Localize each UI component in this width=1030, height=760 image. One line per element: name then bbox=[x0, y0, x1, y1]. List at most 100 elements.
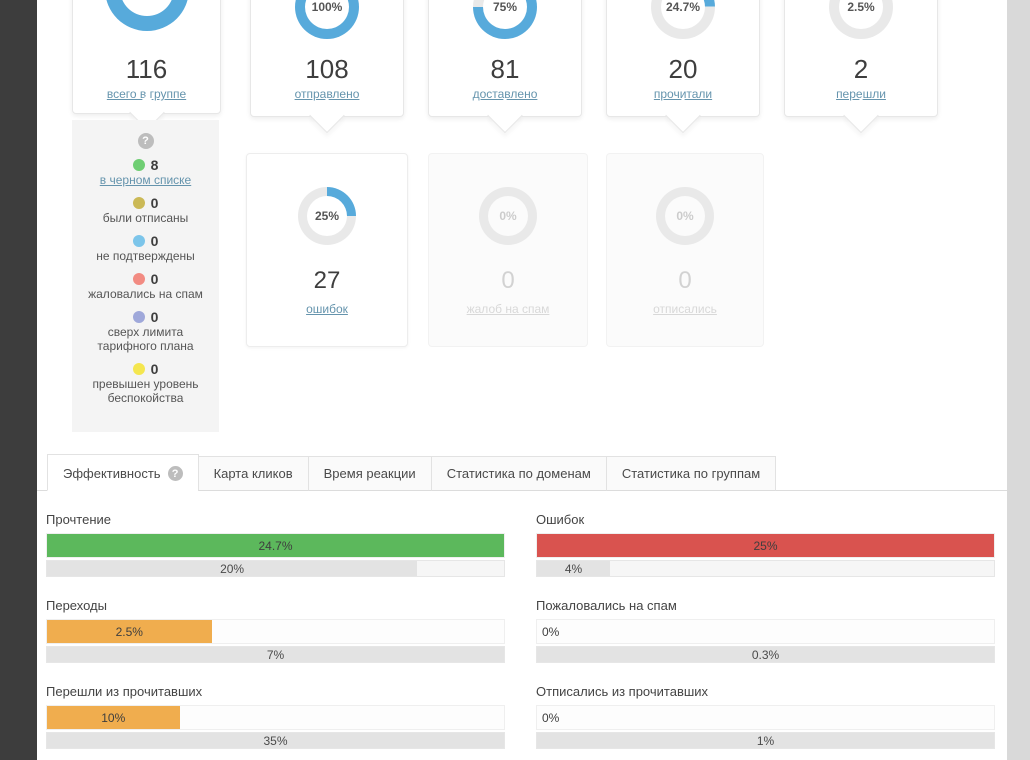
metric-unsubscribe-to-read-rate: Отписались из прочитавших 0% 1% bbox=[536, 684, 995, 749]
legend-value: 0 bbox=[150, 271, 159, 287]
bar-average-label: 4% bbox=[564, 561, 583, 576]
delivered-link[interactable]: доставлено bbox=[472, 87, 538, 101]
legend-dot bbox=[132, 363, 145, 375]
metric-average-bar: 1% bbox=[536, 732, 995, 749]
left-nav-sidebar bbox=[0, 0, 37, 760]
tab-reaction-time[interactable]: Время реакции bbox=[307, 456, 432, 491]
bar-average-label: 1% bbox=[756, 733, 775, 748]
main-content: 116 всего в группе 100% 108 отправлено 7… bbox=[37, 0, 1007, 760]
metric-value-bar: 10% bbox=[46, 705, 505, 730]
clicked-link[interactable]: перешли bbox=[836, 87, 886, 101]
donut-clicked: 2.5% bbox=[829, 0, 893, 39]
metric-error-rate: Ошибок 25% 4% bbox=[536, 512, 995, 577]
read-value: 20 bbox=[668, 54, 698, 84]
tab-label: Карта кликов bbox=[213, 466, 293, 481]
spam-link[interactable]: жалоб на спам bbox=[466, 302, 550, 316]
donut-total bbox=[104, 0, 189, 31]
tab-effectiveness[interactable]: Эффективность ? bbox=[47, 454, 199, 491]
metric-value-bar: 25% bbox=[536, 533, 995, 558]
metric-title: Переходы bbox=[46, 598, 107, 613]
bar-value-label: 25% bbox=[753, 538, 778, 553]
sent-link[interactable]: отправлено bbox=[294, 87, 360, 101]
summary-card-delivered: 75% 81 доставлено bbox=[428, 0, 582, 117]
legend-item-anxiety-level: 0 превышен уровень беспокойства bbox=[72, 361, 219, 405]
legend-dot bbox=[132, 311, 145, 323]
tab-group-stats[interactable]: Статистика по группам bbox=[605, 456, 777, 491]
donut-percent: 0% bbox=[499, 209, 517, 223]
summary-card-sent: 100% 108 отправлено bbox=[250, 0, 404, 117]
spam-value: 0 bbox=[501, 267, 515, 294]
donut-delivered: 75% bbox=[473, 0, 537, 39]
donut-percent: 24.7% bbox=[665, 0, 701, 14]
legend-item-spam-complaints: 0 жаловались на спам bbox=[72, 271, 219, 301]
metric-value-bar: 24.7% bbox=[46, 533, 505, 558]
detail-card-errors: 25% 27 ошибок bbox=[246, 153, 408, 347]
legend-item-over-limit: 0 сверх лимита тарифного плана bbox=[72, 309, 219, 353]
metric-average-bar: 4% bbox=[536, 560, 995, 577]
tab-label: Статистика по доменам bbox=[446, 466, 591, 481]
tab-label: Статистика по группам bbox=[621, 466, 761, 481]
delivered-value: 81 bbox=[490, 54, 520, 84]
legend-label: жаловались на спам bbox=[88, 287, 203, 301]
metric-average-bar: 7% bbox=[46, 646, 505, 663]
errors-link[interactable]: ошибок bbox=[306, 302, 348, 316]
metrics-column-left: Прочтение 24.7% 20% Переходы 2.5% bbox=[46, 512, 505, 760]
donut-spam: 0% bbox=[479, 187, 537, 245]
metric-click-rate: Переходы 2.5% 7% bbox=[46, 598, 505, 663]
bar-average-label: 20% bbox=[220, 561, 245, 576]
legend-label: были отписаны bbox=[102, 211, 189, 225]
clicked-value: 2 bbox=[853, 54, 869, 84]
donut-percent: 100% bbox=[311, 0, 343, 14]
legend-value: 0 bbox=[150, 233, 159, 249]
legend-dot bbox=[132, 235, 145, 247]
metric-average-bar: 35% bbox=[46, 732, 505, 749]
unsubscribed-value: 0 bbox=[678, 267, 692, 294]
donut-percent: 75% bbox=[492, 0, 518, 14]
metric-title: Прочтение bbox=[46, 512, 111, 527]
legend-dot bbox=[132, 273, 145, 285]
donut-sent: 100% bbox=[295, 0, 359, 39]
tab-label: Эффективность bbox=[63, 466, 161, 481]
total-link[interactable]: всего в группе bbox=[106, 87, 187, 101]
page-background-strip bbox=[1007, 0, 1030, 760]
bar-average-label: 7% bbox=[266, 647, 285, 662]
metric-spam-complaint-rate: Пожаловались на спам 0% 0.3% bbox=[536, 598, 995, 663]
bar-value-label: 24.7% bbox=[258, 538, 293, 553]
bar-value-label: 10% bbox=[101, 710, 126, 725]
read-link[interactable]: прочитали bbox=[653, 87, 713, 101]
legend-value: 0 bbox=[150, 195, 159, 211]
legend-label: не подтверждены bbox=[96, 249, 195, 263]
legend-item-unconfirmed: 0 не подтверждены bbox=[72, 233, 219, 263]
legend-dot bbox=[132, 159, 145, 171]
tab-domain-stats[interactable]: Статистика по доменам bbox=[430, 456, 607, 491]
bar-average-label: 0.3% bbox=[751, 647, 780, 662]
bar-value-label: 0% bbox=[542, 710, 560, 725]
metric-average-bar: 0.3% bbox=[536, 646, 995, 663]
donut-percent: 25% bbox=[314, 209, 340, 223]
donut-read: 24.7% bbox=[651, 0, 715, 39]
donut-percent: 0% bbox=[676, 209, 694, 223]
blacklist-link[interactable]: в черном списке bbox=[99, 173, 192, 187]
stats-tabs: Эффективность ? Карта кликов Время реакц… bbox=[37, 454, 1007, 491]
metric-title: Перешли из прочитавших bbox=[46, 684, 203, 699]
legend-dot bbox=[132, 197, 145, 209]
bar-average-label: 35% bbox=[263, 733, 288, 748]
help-icon[interactable]: ? bbox=[167, 466, 183, 481]
metric-value-bar: 2.5% bbox=[46, 619, 505, 644]
help-icon[interactable]: ? bbox=[137, 133, 154, 149]
summary-card-read: 24.7% 20 прочитали bbox=[606, 0, 760, 117]
legend-value: 0 bbox=[150, 309, 159, 325]
unsubscribed-link[interactable]: отписались bbox=[653, 302, 717, 316]
donut-errors: 25% bbox=[298, 187, 356, 245]
sent-value: 108 bbox=[305, 54, 349, 84]
donut-percent bbox=[105, 0, 189, 31]
legend-value: 8 bbox=[150, 157, 159, 173]
metrics-column-right: Ошибок 25% 4% Пожаловались на спам 0% bbox=[536, 512, 995, 760]
metric-average-bar: 20% bbox=[46, 560, 505, 577]
donut-unsubscribed: 0% bbox=[656, 187, 714, 245]
metric-read-rate: Прочтение 24.7% 20% bbox=[46, 512, 505, 577]
tab-click-map[interactable]: Карта кликов bbox=[197, 456, 309, 491]
legend-label: сверх лимита тарифного плана bbox=[97, 325, 194, 353]
legend-value: 0 bbox=[150, 361, 159, 377]
